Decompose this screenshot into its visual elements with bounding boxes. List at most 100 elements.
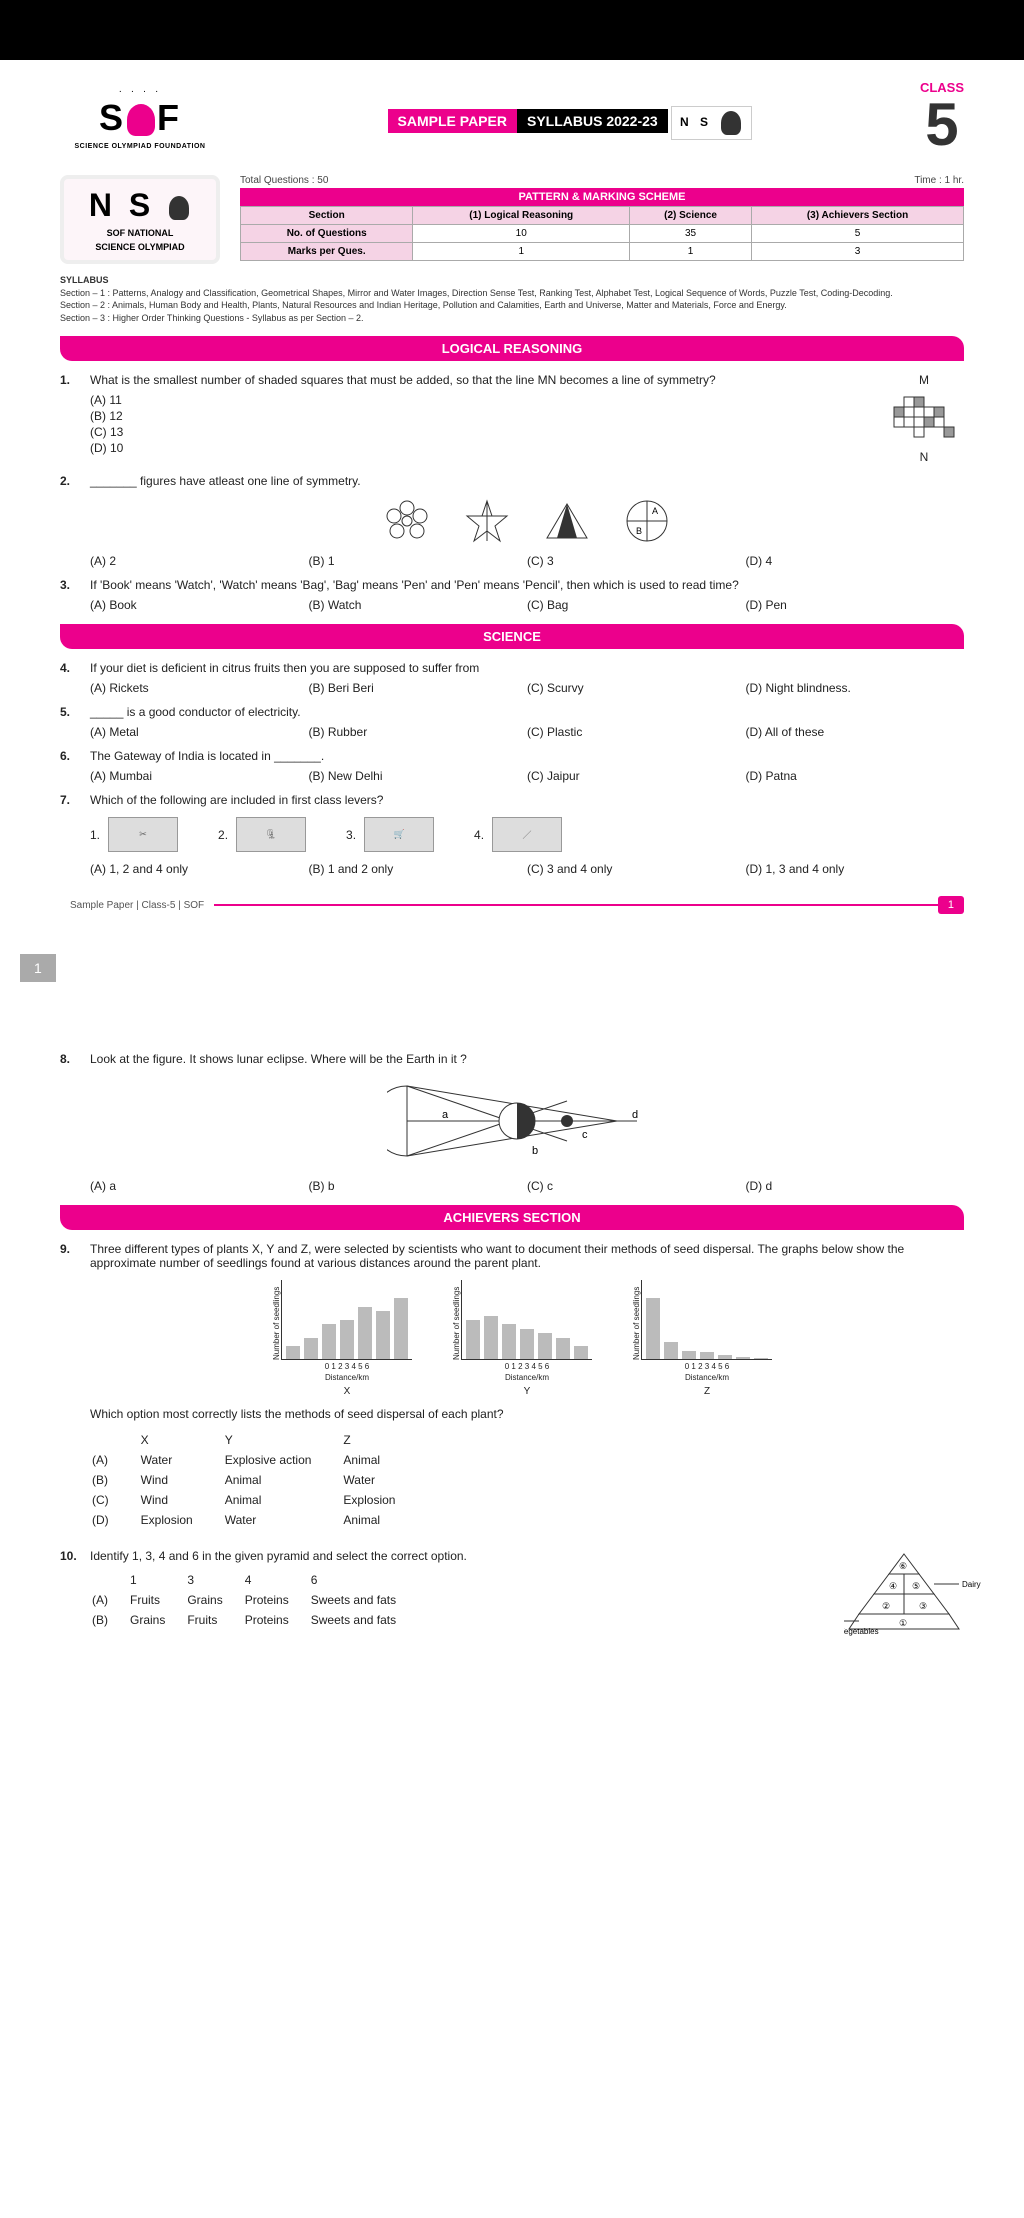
eclipse-icon: a b c d (387, 1076, 667, 1166)
bulb-icon (127, 104, 155, 136)
option-d: (D) 4 (746, 554, 965, 568)
info-right: Total Questions : 50 Time : 1 hr. PATTER… (240, 175, 964, 264)
hdr-x: X (141, 1431, 223, 1449)
option-a: (A) Rickets (90, 681, 309, 695)
scissors-icon: ✂ (108, 817, 178, 852)
tweezers-icon: ／ (492, 817, 562, 852)
option-b: (B) b (309, 1179, 528, 1193)
option-c: (C) 3 and 4 only (527, 862, 746, 876)
pyramid-icon: ⑥ ④⑤ ②③ ① Dairy Vegetables (844, 1549, 984, 1639)
question-9: 9. Three different types of plants X, Y … (60, 1242, 964, 1539)
page-content: · · · · SF SCIENCE OLYMPIAD FOUNDATION S… (0, 60, 1024, 954)
eclipse-figure: a b c d (90, 1076, 964, 1169)
info-row: N S SOF NATIONAL SCIENCE OLYMPIAD Total … (60, 175, 964, 264)
tool-num: 2. (218, 828, 228, 842)
q-text: Which of the following are included in f… (90, 793, 964, 807)
q-text: If 'Book' means 'Watch', 'Watch' means '… (90, 578, 964, 592)
tool-num: 4. (474, 828, 484, 842)
options-row: (A) 1, 2 and 4 only (B) 1 and 2 only (C)… (90, 862, 964, 876)
page-2: 8. Look at the figure. It shows lunar ec… (0, 982, 1024, 1672)
syllabus-s3: Section – 3 : Higher Order Thinking Ques… (60, 313, 364, 323)
q-num: 3. (60, 578, 90, 612)
sof-brand-text: SF (60, 97, 220, 139)
option-b: (B) Watch (309, 598, 528, 612)
q-text: _____ is a good conductor of electricity… (90, 705, 964, 719)
chart-xlabel: Distance/km (272, 1373, 422, 1382)
chart-row: Number of seedlings 0 1 2 3 4 5 6 Distan… (90, 1280, 964, 1397)
svg-text:A: A (652, 506, 658, 516)
pattern-header: PATTERN & MARKING SCHEME (240, 188, 964, 206)
q-text: Look at the figure. It shows lunar eclip… (90, 1052, 964, 1066)
sample-paper-title: SAMPLE PAPERSYLLABUS 2022-23 (388, 113, 668, 129)
option-d: (D) 1, 3 and 4 only (746, 862, 965, 876)
wheelbarrow-icon: 🛒 (364, 817, 434, 852)
syllabus-title: SYLLABUS (60, 275, 109, 285)
option-c: (C) Plastic (527, 725, 746, 739)
footer-line (214, 904, 938, 906)
option-a: (A) Book (90, 598, 309, 612)
option-b: (B) 1 and 2 only (309, 862, 528, 876)
row-label: Marks per Ques. (241, 243, 413, 261)
table-header-row: Section (1) Logical Reasoning (2) Scienc… (241, 207, 964, 225)
question-8: 8. Look at the figure. It shows lunar ec… (60, 1052, 964, 1193)
option-b: (B) Rubber (309, 725, 528, 739)
q-text: _______ figures have atleast one line of… (90, 474, 964, 488)
hdr-y: Y (225, 1431, 342, 1449)
chart-ylabel: Number of seedlings (452, 1280, 461, 1360)
svg-text:③: ③ (919, 1601, 927, 1611)
chart-x: Number of seedlings 0 1 2 3 4 5 6 Distan… (272, 1280, 422, 1397)
svg-text:d: d (632, 1109, 638, 1121)
tool-num: 3. (346, 828, 356, 842)
option-row-b: (B)WindAnimalWater (92, 1471, 425, 1489)
chart-y-bars (461, 1280, 592, 1360)
cell: 3 (752, 243, 964, 261)
chart-z: Number of seedlings 0 1 2 3 4 5 6 Distan… (632, 1280, 782, 1397)
q-body: Identify 1, 3, 4 and 6 in the given pyra… (90, 1549, 964, 1642)
q1-figure: M N (884, 373, 964, 464)
option-b: (B) New Delhi (309, 769, 528, 783)
nso-sub1: SOF NATIONAL (68, 228, 212, 238)
chart-y-ticks: 0 1 2 3 4 5 6 (452, 1362, 602, 1371)
q-num: 2. (60, 474, 90, 568)
options-row: (A) a (B) b (C) c (D) d (90, 1179, 964, 1193)
q-num: 5. (60, 705, 90, 739)
syllabus-s1: Section – 1 : Patterns, Analogy and Clas… (60, 288, 893, 298)
option-c: (C) c (527, 1179, 746, 1193)
sample-paper-label: SAMPLE PAPER (388, 109, 517, 133)
svg-text:Dairy: Dairy (962, 1580, 981, 1589)
question-2: 2. _______ figures have atleast one line… (60, 474, 964, 568)
svg-text:⑤: ⑤ (912, 1581, 920, 1591)
option-c: (C) 3 (527, 554, 746, 568)
options-row: (A) Rickets (B) Beri Beri (C) Scurvy (D)… (90, 681, 964, 695)
q-text: The Gateway of India is located in _____… (90, 749, 964, 763)
table-row: No. of Questions 10 35 5 (241, 225, 964, 243)
q-body: Look at the figure. It shows lunar eclip… (90, 1052, 964, 1193)
section-science: SCIENCE (60, 624, 964, 649)
option-row-c: (C)WindAnimalExplosion (92, 1491, 425, 1509)
q-num: 6. (60, 749, 90, 783)
q-body: If 'Book' means 'Watch', 'Watch' means '… (90, 578, 964, 612)
hdr-z: Z (343, 1431, 425, 1449)
question-3: 3. If 'Book' means 'Watch', 'Watch' mean… (60, 578, 964, 612)
cell: 10 (413, 225, 630, 243)
col-logical: (1) Logical Reasoning (413, 207, 630, 225)
top-black-bar (0, 0, 1024, 60)
options-row: (A) Book (B) Watch (C) Bag (D) Pen (90, 598, 964, 612)
svg-text:⑥: ⑥ (899, 1561, 907, 1571)
title-center: SAMPLE PAPERSYLLABUS 2022-23 N S (388, 96, 753, 140)
question-10: 10. Identify 1, 3, 4 and 6 in the given … (60, 1549, 964, 1642)
chart-x-ticks: 0 1 2 3 4 5 6 (272, 1362, 422, 1371)
q-num: 10. (60, 1549, 90, 1642)
option-d: (D) d (746, 1179, 965, 1193)
q-text: What is the smallest number of shaded sq… (90, 373, 884, 387)
chart-x-bars (281, 1280, 412, 1360)
cell: 1 (413, 243, 630, 261)
bulb-icon (721, 111, 741, 135)
chart-z-label: Z (632, 1386, 782, 1397)
option-a: (A) 2 (90, 554, 309, 568)
q-body: The Gateway of India is located in _____… (90, 749, 964, 783)
triangle-icon (542, 496, 592, 546)
chart-xlabel: Distance/km (632, 1373, 782, 1382)
col-section: Section (241, 207, 413, 225)
bulb-rays-icon: · · · · (60, 86, 220, 97)
